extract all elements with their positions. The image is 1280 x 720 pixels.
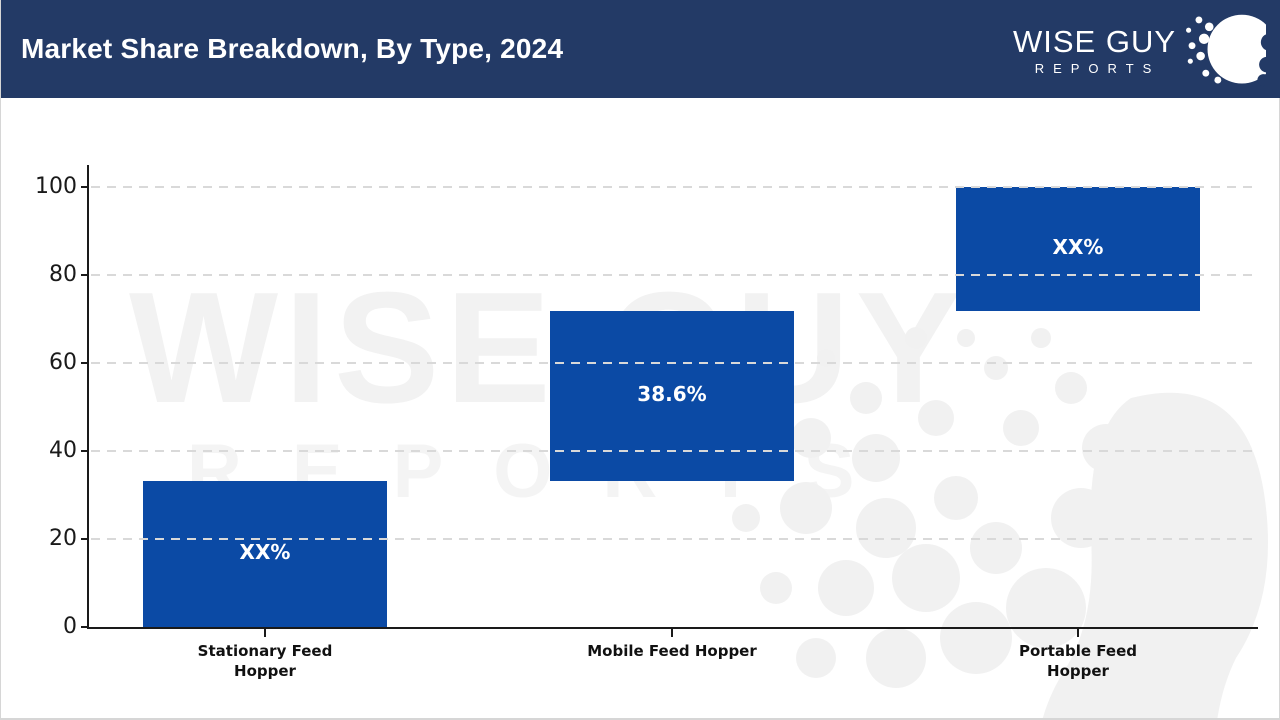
bar-value-label: XX% [239, 539, 291, 564]
header-bar: Market Share Breakdown, By Type, 2024 WI… [1, 0, 1280, 98]
bar-value-label: XX% [1052, 235, 1104, 260]
y-tick-mark [81, 186, 89, 188]
bar-value-label: 38.6% [637, 382, 707, 406]
gridline [91, 186, 1258, 188]
x-tick-mark [671, 629, 673, 637]
category-label: Mobile Feed Hopper [587, 642, 757, 660]
page-title: Market Share Breakdown, By Type, 2024 [21, 33, 564, 64]
bar-1 [143, 480, 387, 627]
y-tick-label: 60 [49, 350, 77, 375]
y-tick-mark [81, 538, 89, 540]
gridline [91, 362, 1258, 364]
brand-face-icon [1186, 14, 1267, 87]
category-label: Portable Feed Hopper [1019, 642, 1137, 680]
y-tick-mark [81, 274, 89, 276]
gridline [91, 450, 1258, 452]
y-axis-line [87, 165, 89, 629]
brand-logo: WISE GUY REPORTS [1013, 6, 1267, 94]
y-tick-label: 80 [49, 262, 77, 287]
brand-subtitle: REPORTS [1034, 60, 1161, 76]
y-tick-mark [81, 450, 89, 452]
x-axis-line [87, 627, 1258, 629]
x-tick-mark [1077, 629, 1079, 637]
bar-3 [956, 187, 1200, 312]
y-tick-mark [81, 362, 89, 364]
category-label: Stationary Feed Hopper [197, 642, 333, 680]
gridline [91, 274, 1258, 276]
y-tick-label: 20 [49, 526, 77, 551]
gridline [91, 538, 1258, 540]
y-tick-label: 100 [35, 174, 77, 199]
brand-name: WISE GUY [1013, 23, 1177, 59]
x-tick-mark [264, 629, 266, 637]
y-tick-mark [81, 626, 89, 628]
y-tick-label: 0 [63, 614, 77, 639]
brand-logo-text: WISE GUY REPORTS [1013, 23, 1177, 76]
y-tick-label: 40 [49, 438, 77, 463]
